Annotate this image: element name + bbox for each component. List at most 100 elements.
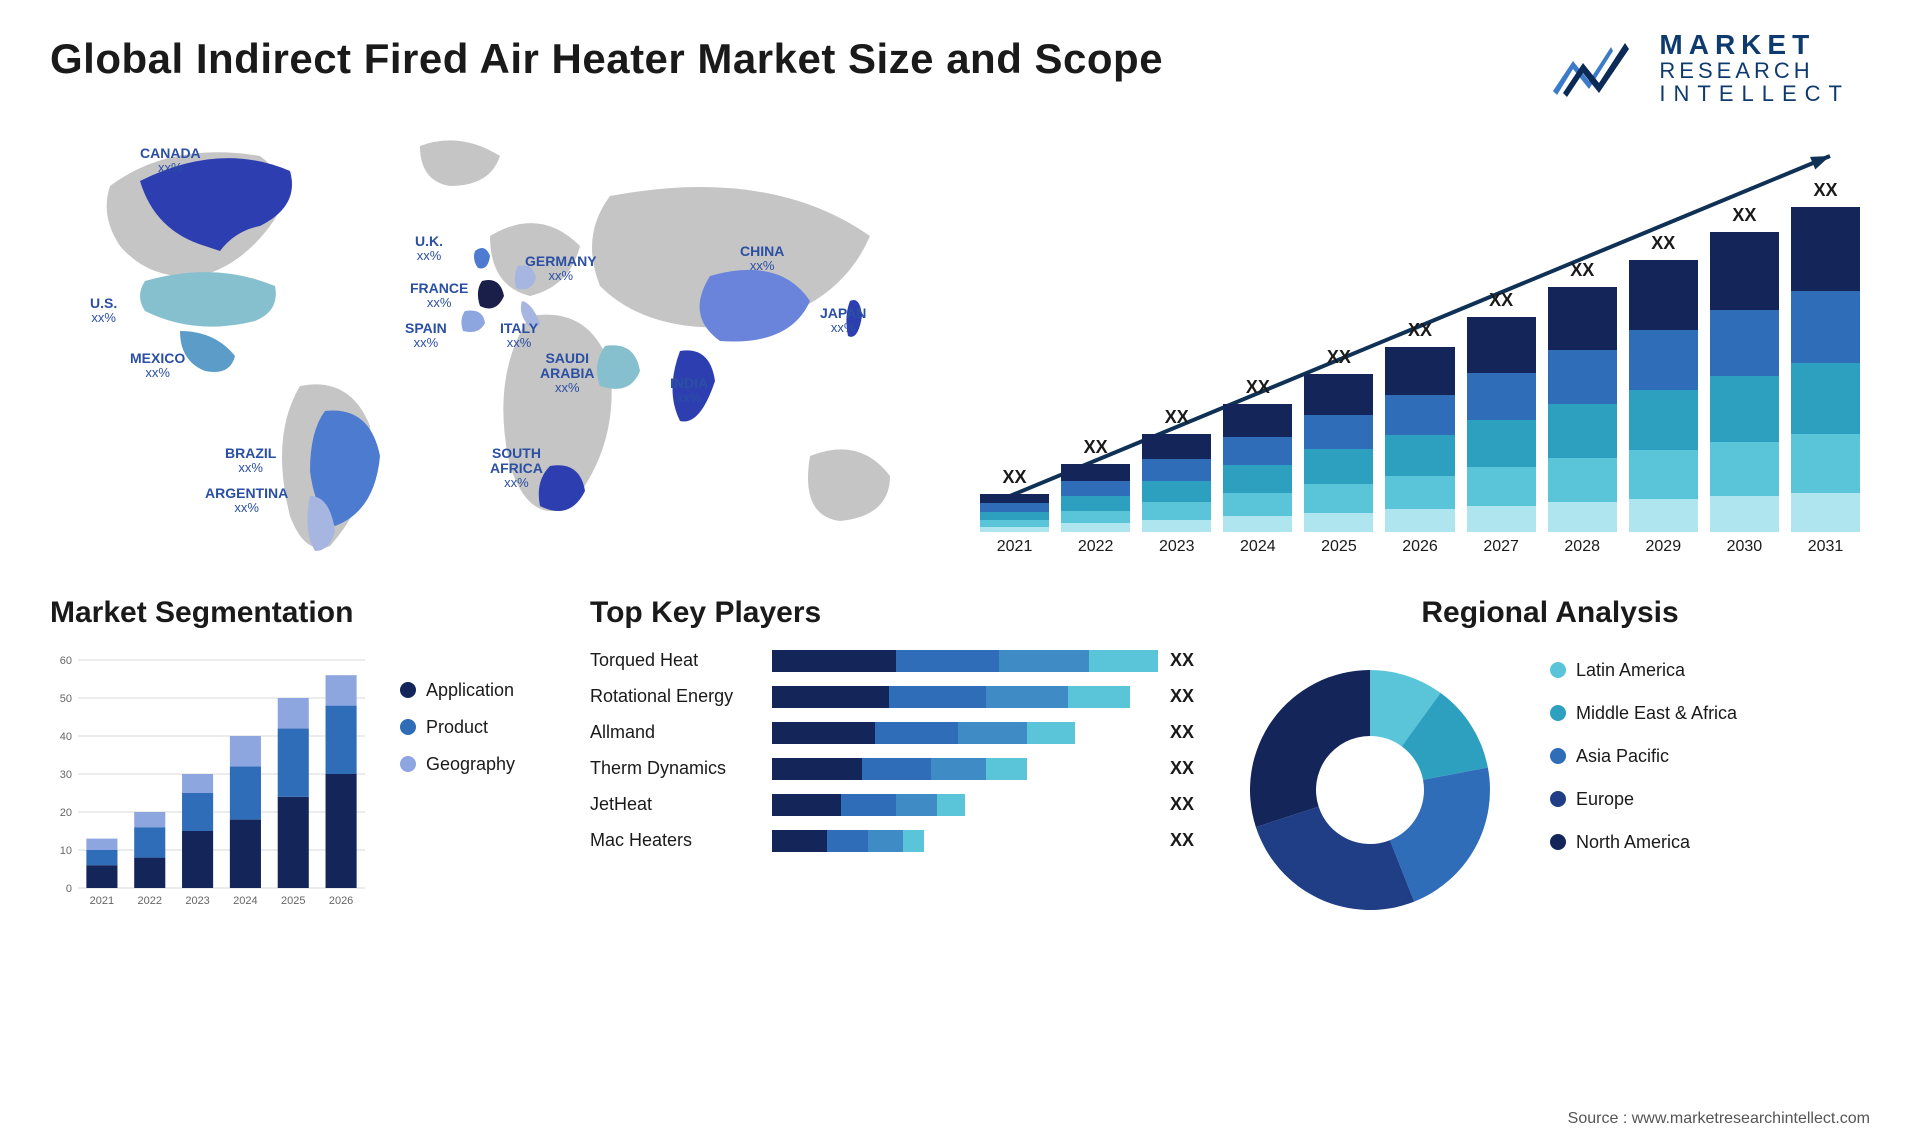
- logo-line-2: RESEARCH: [1659, 59, 1850, 82]
- growth-bar-2027: XX 2027: [1467, 290, 1536, 556]
- regional-title: Regional Analysis: [1230, 596, 1870, 630]
- growth-bar-2024: XX 2024: [1223, 377, 1292, 556]
- header: Global Indirect Fired Air Heater Market …: [50, 30, 1870, 106]
- segmentation-panel: Market Segmentation 0 10 20 30 40 50 60 2021 202…: [50, 596, 570, 930]
- map-label-france: FRANCExx%: [410, 281, 468, 311]
- growth-bar-2028: XX 2028: [1548, 260, 1617, 556]
- growth-bar-value: XX: [1732, 205, 1756, 226]
- regional-donut-chart: [1230, 650, 1510, 930]
- svg-text:2024: 2024: [233, 895, 257, 907]
- player-value: XX: [1170, 830, 1210, 851]
- growth-bar-2029: XX2029: [1629, 233, 1698, 556]
- map-label-germany: GERMANYxx%: [525, 254, 597, 284]
- regional-legend-item: Latin America: [1550, 660, 1737, 681]
- map-label-india: INDIAxx%: [670, 376, 708, 406]
- regional-legend: Latin America Middle East & Africa Asia Pa…: [1550, 660, 1737, 853]
- players-chart: Torqued HeatXXRotational EnergyXXAllmand…: [590, 650, 1210, 852]
- svg-text:60: 60: [60, 655, 72, 667]
- growth-bar-value: XX: [1813, 180, 1837, 201]
- growth-bar-value: XX: [1327, 347, 1351, 368]
- segmentation-legend-item: Product: [400, 717, 515, 738]
- map-label-us: U.S.xx%: [90, 296, 117, 326]
- players-panel: Top Key Players Torqued HeatXXRotational…: [590, 596, 1210, 930]
- players-title: Top Key Players: [590, 596, 1210, 630]
- map-label-japan: JAPANxx%: [820, 306, 866, 336]
- player-row: Torqued Heat XX: [590, 650, 1210, 672]
- map-label-italy: ITALYxx%: [500, 321, 538, 351]
- growth-year-label: 2028: [1564, 538, 1600, 556]
- player-row: Mac HeatersXX: [590, 830, 1210, 852]
- player-value: XX: [1170, 794, 1210, 815]
- svg-text:2025: 2025: [281, 895, 305, 907]
- map-label-argentina: ARGENTINAxx%: [205, 486, 288, 516]
- growth-year-label: 2024: [1240, 538, 1276, 556]
- svg-text:2022: 2022: [138, 895, 162, 907]
- svg-text:40: 40: [60, 731, 72, 743]
- growth-chart: XX2021XX2022XX2023XX2024XX2025XX2026XX20…: [970, 176, 1870, 556]
- growth-bar-2021: XX2021: [980, 467, 1049, 556]
- segmentation-legend-item: Application: [400, 680, 515, 701]
- growth-bar-value: XX: [1408, 320, 1432, 341]
- growth-bar-2023: XX 2023: [1142, 407, 1211, 556]
- regional-legend-item: Middle East & Africa: [1550, 703, 1737, 724]
- growth-bar-value: XX: [1651, 233, 1675, 254]
- growth-bar-2030: XX2030: [1710, 205, 1779, 556]
- svg-text:20: 20: [60, 807, 72, 819]
- growth-bar-value: XX: [1246, 377, 1270, 398]
- growth-bar-value: XX: [1165, 407, 1189, 428]
- player-row: Allmand XX: [590, 722, 1210, 744]
- growth-bar-2031: XX 2031: [1791, 180, 1860, 556]
- player-name: Rotational Energy: [590, 686, 760, 707]
- svg-text:30: 30: [60, 769, 72, 781]
- svg-text:50: 50: [60, 693, 72, 705]
- player-value: XX: [1170, 686, 1210, 707]
- growth-year-label: 2031: [1808, 538, 1844, 556]
- player-value: XX: [1170, 650, 1210, 671]
- map-label-brazil: BRAZILxx%: [225, 446, 276, 476]
- growth-bar-value: XX: [1084, 437, 1108, 458]
- growth-chart-panel: XX2021XX2022XX2023XX2024XX2025XX2026XX20…: [970, 126, 1870, 556]
- growth-bar-value: XX: [1489, 290, 1513, 311]
- svg-text:2026: 2026: [329, 895, 353, 907]
- map-label-safrica: SOUTHAFRICAxx%: [490, 446, 543, 491]
- growth-bar-2025: XX 2025: [1304, 347, 1373, 556]
- map-label-canada: CANADAxx%: [140, 146, 201, 176]
- regional-legend-item: Asia Pacific: [1550, 746, 1737, 767]
- player-row: Rotational Energy XX: [590, 686, 1210, 708]
- map-label-uk: U.K.xx%: [415, 234, 443, 264]
- player-row: Therm Dynamics XX: [590, 758, 1210, 780]
- player-value: XX: [1170, 758, 1210, 779]
- segmentation-legend-item: Geography: [400, 754, 515, 775]
- player-name: Torqued Heat: [590, 650, 760, 671]
- map-label-mexico: MEXICOxx%: [130, 351, 185, 381]
- growth-year-label: 2027: [1483, 538, 1519, 556]
- map-label-china: CHINAxx%: [740, 244, 784, 274]
- player-row: JetHeat XX: [590, 794, 1210, 816]
- growth-bar-2026: XX 2026: [1385, 320, 1454, 556]
- world-map-panel: CANADAxx% U.S.xx% MEXICOxx% BRAZILxx% ARGENT…: [50, 126, 930, 556]
- growth-year-label: 2026: [1402, 538, 1438, 556]
- player-name: JetHeat: [590, 794, 760, 815]
- map-label-spain: SPAINxx%: [405, 321, 447, 351]
- player-name: Allmand: [590, 722, 760, 743]
- growth-bar-2022: XX 2022: [1061, 437, 1130, 556]
- brand-logo: MARKET RESEARCH INTELLECT: [1549, 30, 1850, 106]
- regional-panel: Regional Analysis Latin America Middle Ea…: [1230, 596, 1870, 930]
- svg-text:10: 10: [60, 845, 72, 857]
- world-map-icon: [50, 126, 930, 556]
- regional-legend-item: North America: [1550, 832, 1737, 853]
- growth-year-label: 2025: [1321, 538, 1357, 556]
- svg-text:0: 0: [66, 883, 72, 895]
- logo-line-1: MARKET: [1659, 30, 1850, 59]
- player-name: Therm Dynamics: [590, 758, 760, 779]
- growth-year-label: 2023: [1159, 538, 1195, 556]
- svg-text:2021: 2021: [90, 895, 114, 907]
- segmentation-chart: 0102030405060202120222023202420252026: [50, 650, 370, 910]
- growth-bar-value: XX: [1570, 260, 1594, 281]
- growth-year-label: 2022: [1078, 538, 1114, 556]
- segmentation-title: Market Segmentation: [50, 596, 570, 630]
- source-attribution: Source : www.marketresearchintellect.com: [1568, 1110, 1870, 1128]
- logo-swoosh-icon: [1549, 33, 1645, 103]
- regional-legend-item: Europe: [1550, 789, 1737, 810]
- player-value: XX: [1170, 722, 1210, 743]
